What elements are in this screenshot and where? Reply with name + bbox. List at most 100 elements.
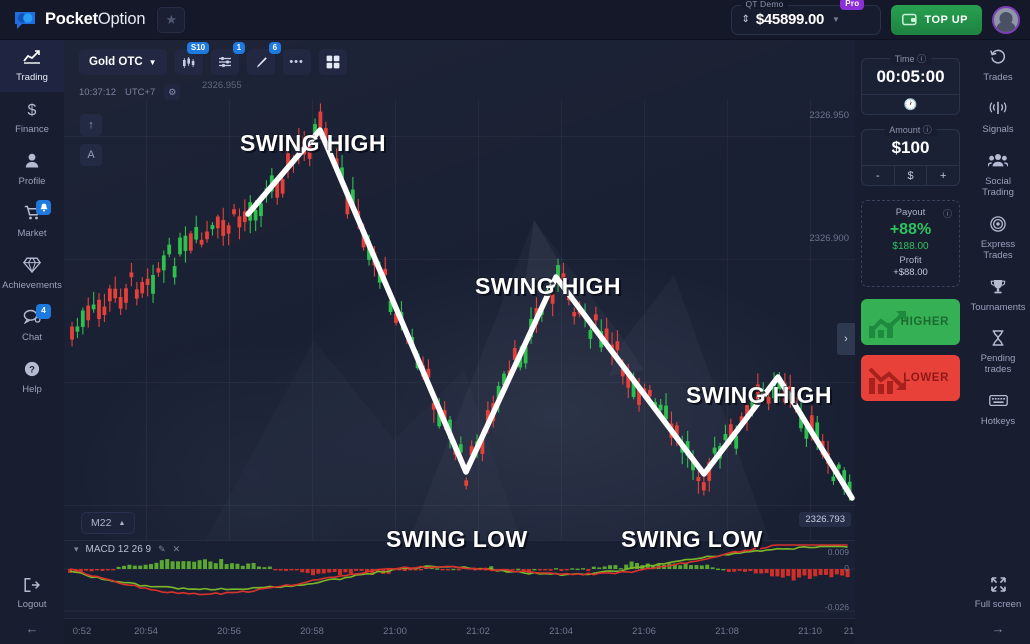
sidebar-item-trading[interactable]: Trading bbox=[0, 40, 64, 92]
chart-line-icon bbox=[2, 49, 62, 69]
amount-decrease-button[interactable]: - bbox=[876, 169, 880, 182]
indicators-button[interactable]: 1 bbox=[210, 42, 245, 75]
macd-scale-top: 0.009 bbox=[827, 547, 849, 557]
chat-unread-badge: 4 bbox=[36, 303, 51, 319]
more-dots-icon: ••• bbox=[289, 56, 304, 68]
help-icon[interactable]: ⓘ bbox=[922, 125, 932, 135]
help-icon[interactable]: ⓘ bbox=[917, 54, 927, 64]
history-icon bbox=[968, 49, 1028, 69]
sidebar-item-market[interactable]: Market bbox=[0, 196, 64, 248]
sidebar-item-chat[interactable]: 4 Chat bbox=[0, 300, 64, 352]
sidebar-item-trades[interactable]: Trades bbox=[966, 40, 1030, 92]
price-axis[interactable]: 2326.950 2326.900 2326.793 bbox=[799, 40, 855, 527]
account-switch-icon[interactable]: ⇕ bbox=[741, 14, 750, 25]
chart-area[interactable]: Gold OTC ▼ S10 1 6 ••• 10:37:1 bbox=[64, 40, 855, 644]
time-tick-5: 21:02 bbox=[466, 626, 490, 637]
sidebar-item-signals[interactable]: Signals bbox=[966, 92, 1030, 144]
more-options-button[interactable]: ••• bbox=[282, 49, 311, 75]
sidebar-item-social-trading[interactable]: Social Trading bbox=[966, 144, 1030, 207]
favorites-star-icon[interactable]: ★ bbox=[157, 6, 186, 33]
chart-time: 10:37:12 bbox=[79, 86, 116, 98]
timeframe-button[interactable]: M22 ▲ bbox=[81, 512, 136, 534]
trade-panel: Time ⓘ 00:05:00 🕐 Amount ⓘ $100 - $ + ⓘ … bbox=[855, 40, 966, 644]
sidebar-label-finance: Finance bbox=[15, 123, 49, 135]
question-circle-icon: ? bbox=[2, 361, 62, 381]
sidebar-label-trades: Trades bbox=[983, 72, 1013, 83]
candlestick-type-button[interactable]: S10 bbox=[174, 42, 209, 75]
symbol-selector[interactable]: Gold OTC ▼ bbox=[79, 49, 167, 75]
higher-button[interactable]: HIGHER bbox=[861, 299, 960, 345]
people-icon bbox=[968, 153, 1028, 173]
annotation-swing-high-2: SWING HIGH bbox=[475, 273, 621, 299]
panel-expand-chevron-icon[interactable]: › bbox=[837, 323, 855, 355]
indicators-icon bbox=[218, 56, 231, 68]
time-axis[interactable]: 0:52 20:54 20:56 20:58 21:00 21:02 21:04… bbox=[64, 618, 855, 644]
logout-label: Logout bbox=[17, 599, 47, 610]
layout-grid-icon bbox=[326, 55, 339, 69]
brand-name-bold: Pocket bbox=[45, 10, 98, 28]
close-icon[interactable]: ✕ bbox=[172, 544, 181, 554]
user-avatar[interactable] bbox=[992, 5, 1020, 34]
full-screen-section[interactable]: Full screen → bbox=[966, 577, 1030, 636]
macd-plot bbox=[64, 544, 855, 612]
time-tick-9: 21:10 bbox=[798, 626, 822, 637]
full-screen-label: Full screen bbox=[974, 599, 1022, 610]
top-up-button[interactable]: TOP UP bbox=[891, 4, 982, 35]
sidebar-item-express-trades[interactable]: Express Trades bbox=[966, 207, 1030, 270]
sidebar-item-finance[interactable]: $ Finance bbox=[0, 92, 64, 144]
sidebar-item-profile[interactable]: Profile bbox=[0, 144, 64, 196]
macd-title: MACD 12 26 9 bbox=[85, 544, 152, 555]
layout-button[interactable] bbox=[318, 49, 347, 75]
sidebar-item-pending-trades[interactable]: Pending trades bbox=[966, 321, 1030, 384]
pencil-icon[interactable]: ✎ bbox=[158, 544, 166, 554]
draw-tools-button[interactable]: 6 bbox=[246, 42, 281, 75]
macd-panel[interactable]: ▾ MACD 12 26 9 ✎ ✕ 0.009 0 -0.026 bbox=[64, 540, 855, 618]
time-field[interactable]: Time ⓘ 00:05:00 🕐 bbox=[861, 52, 960, 115]
sidebar-label-achievements: Achievements bbox=[2, 279, 62, 291]
help-icon[interactable]: ⓘ bbox=[942, 209, 952, 219]
time-mode-row[interactable]: 🕐 bbox=[862, 94, 959, 114]
right-sidebar: Trades Signals Social Trading Express Tr… bbox=[966, 40, 1030, 644]
bell-icon bbox=[40, 203, 47, 212]
amount-increase-button[interactable]: + bbox=[926, 166, 959, 185]
annotation-swing-low-2: SWING LOW bbox=[621, 526, 763, 552]
candlestick-icon bbox=[182, 57, 194, 68]
market-notification-badge bbox=[36, 199, 51, 215]
price-tick-1: 2326.900 bbox=[809, 233, 849, 244]
pocket-option-logo-icon bbox=[14, 10, 36, 30]
macd-scale-zero: 0 bbox=[844, 563, 849, 573]
sidebar-item-hotkeys[interactable]: Hotkeys bbox=[966, 384, 1030, 436]
lower-button[interactable]: LOWER bbox=[861, 355, 960, 401]
collapse-right-arrow-icon[interactable]: → bbox=[991, 621, 1005, 636]
sidebar-item-help[interactable]: ? Help bbox=[0, 352, 64, 404]
chevron-down-icon[interactable]: ▾ bbox=[74, 544, 79, 554]
top-up-label: TOP UP bbox=[924, 13, 968, 26]
top-price-label: 2326.955 bbox=[202, 80, 242, 91]
top-bar: PocketOption ★ QT Demo Pro ⇕ $45899.00 ▼… bbox=[0, 0, 1030, 40]
amount-currency-button[interactable]: $ bbox=[893, 166, 927, 185]
time-field-label: Time ⓘ bbox=[889, 52, 932, 65]
symbol-label: Gold OTC bbox=[89, 56, 143, 68]
gear-icon[interactable]: ⚙ bbox=[164, 84, 181, 100]
time-tick-10: 21 bbox=[843, 626, 855, 637]
brand-logo[interactable]: PocketOption bbox=[0, 10, 146, 30]
auto-scale-button[interactable]: A bbox=[80, 144, 102, 166]
trophy-icon bbox=[968, 279, 1028, 299]
arrow-up-icon: ↑ bbox=[88, 119, 94, 131]
chevron-down-icon[interactable]: ▼ bbox=[832, 15, 840, 24]
collapse-left-arrow-icon[interactable]: ← bbox=[25, 621, 39, 636]
scroll-to-latest-button[interactable]: ↑ bbox=[80, 114, 102, 136]
amount-field[interactable]: Amount ⓘ $100 - $ + bbox=[861, 123, 960, 186]
sidebar-item-achievements[interactable]: Achievements bbox=[0, 248, 64, 300]
payout-amount: $188.00 bbox=[892, 241, 929, 252]
logout-section[interactable]: Logout ← bbox=[0, 578, 64, 636]
amount-stepper[interactable]: - $ + bbox=[862, 165, 959, 185]
balance-selector[interactable]: QT Demo Pro ⇕ $45899.00 ▼ bbox=[731, 0, 882, 35]
clock-icon[interactable]: 🕐 bbox=[903, 99, 918, 111]
sidebar-item-tournaments[interactable]: Tournaments bbox=[966, 270, 1030, 322]
macd-scale-bottom: -0.026 bbox=[824, 602, 849, 612]
time-value: 00:05:00 bbox=[876, 67, 945, 86]
time-tick-3: 20:58 bbox=[300, 626, 324, 637]
payout-label: Payout bbox=[895, 207, 926, 218]
